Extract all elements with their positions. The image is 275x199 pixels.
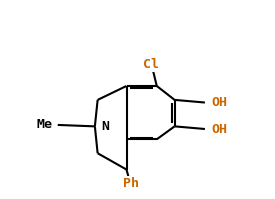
Text: Me: Me	[36, 118, 52, 131]
Text: Cl: Cl	[143, 58, 159, 71]
Text: OH: OH	[211, 123, 227, 136]
Text: N: N	[102, 120, 110, 133]
Text: Ph: Ph	[123, 177, 139, 190]
Text: OH: OH	[211, 96, 227, 109]
